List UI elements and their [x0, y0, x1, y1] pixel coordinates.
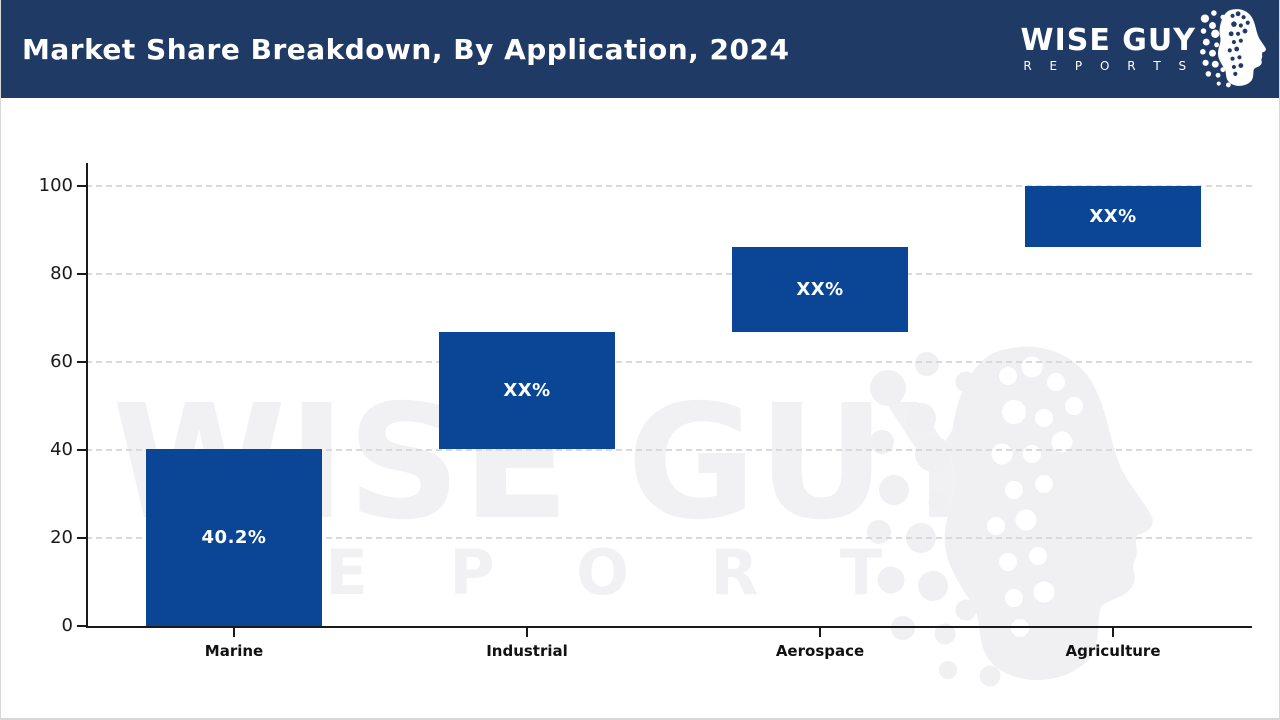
x-axis-line [86, 626, 1252, 628]
page-title: Market Share Breakdown, By Application, … [22, 32, 790, 66]
x-axis-tick [819, 628, 821, 637]
brand-logo: WISE GUY R E P O R T S [1020, 7, 1274, 91]
gridline [86, 537, 1252, 539]
category-label: Agriculture [1065, 642, 1161, 660]
bar-value-label: XX% [796, 278, 844, 300]
bar-value-label: 40.2% [201, 527, 267, 549]
y-tick-label: 80 [50, 263, 73, 284]
y-axis-tick [77, 537, 86, 539]
brand-subtitle: R E P O R T S [1023, 58, 1194, 73]
gridline [86, 185, 1252, 187]
bar-agriculture: XX% [1025, 186, 1201, 247]
category-label: Industrial [486, 642, 568, 660]
dotted-face-icon [1198, 7, 1274, 91]
bar-marine: 40.2% [146, 449, 322, 626]
y-axis-tick [77, 361, 86, 363]
y-tick-label: 20 [50, 527, 73, 548]
brand-logo-text: WISE GUY R E P O R T S [1020, 25, 1196, 73]
y-tick-label: 100 [38, 175, 73, 196]
gridline [86, 273, 1252, 275]
y-tick-label: 40 [50, 439, 73, 460]
gridline [86, 361, 1252, 363]
bar-value-label: XX% [503, 379, 551, 401]
category-label: Marine [204, 642, 264, 660]
gridline [86, 449, 1252, 451]
bar-aerospace: XX% [732, 246, 908, 332]
y-tick-label: 60 [50, 351, 73, 372]
x-axis-tick [233, 628, 235, 637]
category-label: Aerospace [775, 642, 865, 660]
y-axis-line [86, 163, 88, 628]
header-bar: Market Share Breakdown, By Application, … [0, 0, 1280, 98]
brand-name: WISE GUY [1020, 23, 1196, 59]
y-axis-tick [77, 449, 86, 451]
y-axis-tick [77, 625, 86, 627]
y-tick-label: 0 [61, 615, 73, 636]
x-axis-tick [526, 628, 528, 637]
x-axis-tick [1112, 628, 1114, 637]
watermark-text-line2: R E P O R T S [196, 536, 1039, 609]
bar-industrial: XX% [439, 331, 615, 450]
y-axis-tick [77, 185, 86, 187]
bar-value-label: XX% [1089, 205, 1137, 227]
y-axis-tick [77, 273, 86, 275]
plot-area: WISE GUY R E P O R T S 0 20 40 60 80 100 40.2%… [0, 98, 1280, 720]
